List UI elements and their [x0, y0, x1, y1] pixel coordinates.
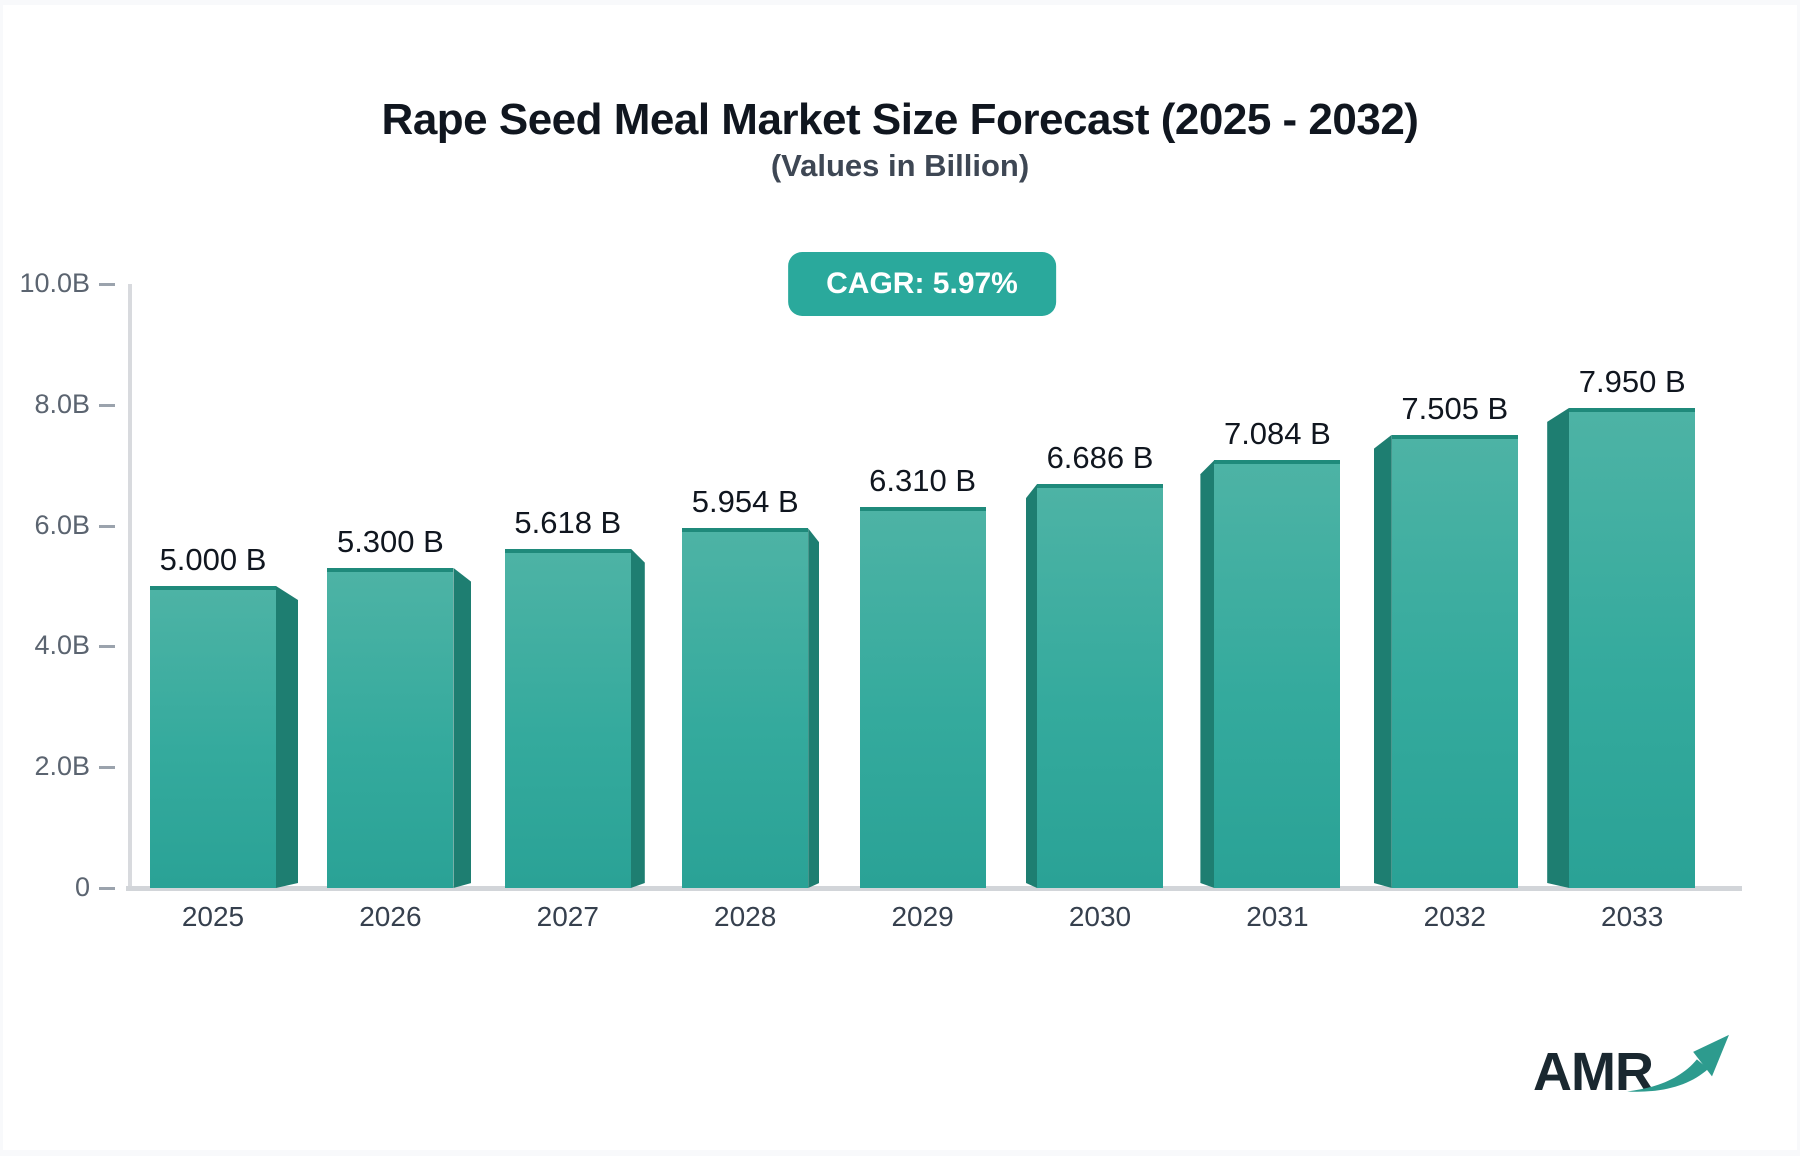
bar-side-face — [631, 549, 645, 888]
bar — [1037, 484, 1163, 888]
bar — [1391, 434, 1518, 888]
bar — [859, 506, 986, 888]
chart-title: Rape Seed Meal Market Size Forecast (202… — [381, 95, 1419, 144]
y-tick-label: 2.0B — [34, 751, 90, 782]
y-tick-label: 4.0B — [34, 630, 90, 661]
bar-side-face — [1200, 460, 1214, 888]
amr-logo: AMR — [1533, 1033, 1731, 1099]
bar-side-face — [276, 586, 298, 888]
cagr-badge: CAGR: 5.97% — [788, 252, 1056, 316]
bar-side-face — [453, 568, 471, 888]
bar-side-face — [808, 528, 819, 888]
bar-side-face — [1374, 435, 1392, 888]
x-tick-label: 2027 — [536, 901, 599, 932]
bar-value-label: 6.686 B — [1046, 440, 1154, 476]
bar-value-label: 5.954 B — [691, 484, 799, 520]
bar-value-label: 5.300 B — [336, 523, 444, 559]
bar — [1214, 460, 1341, 888]
bar-value-label: 5.000 B — [159, 542, 267, 577]
bar-side-face — [1547, 408, 1569, 888]
bar — [682, 528, 809, 888]
logo-text: AMR — [1533, 1042, 1654, 1102]
x-tick-label: 2031 — [1246, 901, 1309, 932]
growth-arrow-icon — [1627, 1034, 1729, 1092]
y-tick-mark — [99, 766, 115, 770]
y-tick-label: 10.0B — [19, 268, 90, 298]
x-tick-label: 2028 — [714, 901, 777, 932]
y-axis-line — [128, 284, 132, 891]
x-tick-label: 2029 — [891, 901, 954, 932]
bar-side-face — [1026, 484, 1037, 888]
x-tick-label: 2025 — [181, 901, 245, 932]
bar — [1569, 407, 1696, 888]
y-tick-label: 8.0B — [34, 388, 90, 419]
y-tick-label: 6.0B — [34, 509, 90, 540]
x-tick-label: 2030 — [1068, 901, 1132, 932]
bar-value-label: 7.505 B — [1401, 390, 1509, 426]
y-tick-mark — [99, 403, 115, 407]
x-tick-label: 2032 — [1423, 901, 1486, 932]
bar-value-label: 7.950 B — [1578, 363, 1686, 399]
bar — [504, 548, 631, 888]
bar — [327, 567, 454, 888]
y-tick-mark — [99, 283, 115, 286]
x-tick-label: 2026 — [359, 901, 422, 932]
bar — [150, 586, 276, 888]
chart-subtitle: (Values in Billion) — [770, 148, 1030, 183]
y-tick-mark — [99, 887, 115, 890]
y-tick-label: 0 — [74, 872, 90, 902]
y-tick-mark — [99, 524, 115, 528]
x-axis-line — [126, 886, 1742, 891]
y-tick-mark — [99, 645, 115, 649]
bar-value-label: 7.084 B — [1223, 416, 1331, 452]
bar-value-label: 6.310 B — [869, 462, 977, 498]
bar-value-label: 5.618 B — [514, 504, 622, 540]
x-tick-label: 2033 — [1601, 901, 1664, 932]
